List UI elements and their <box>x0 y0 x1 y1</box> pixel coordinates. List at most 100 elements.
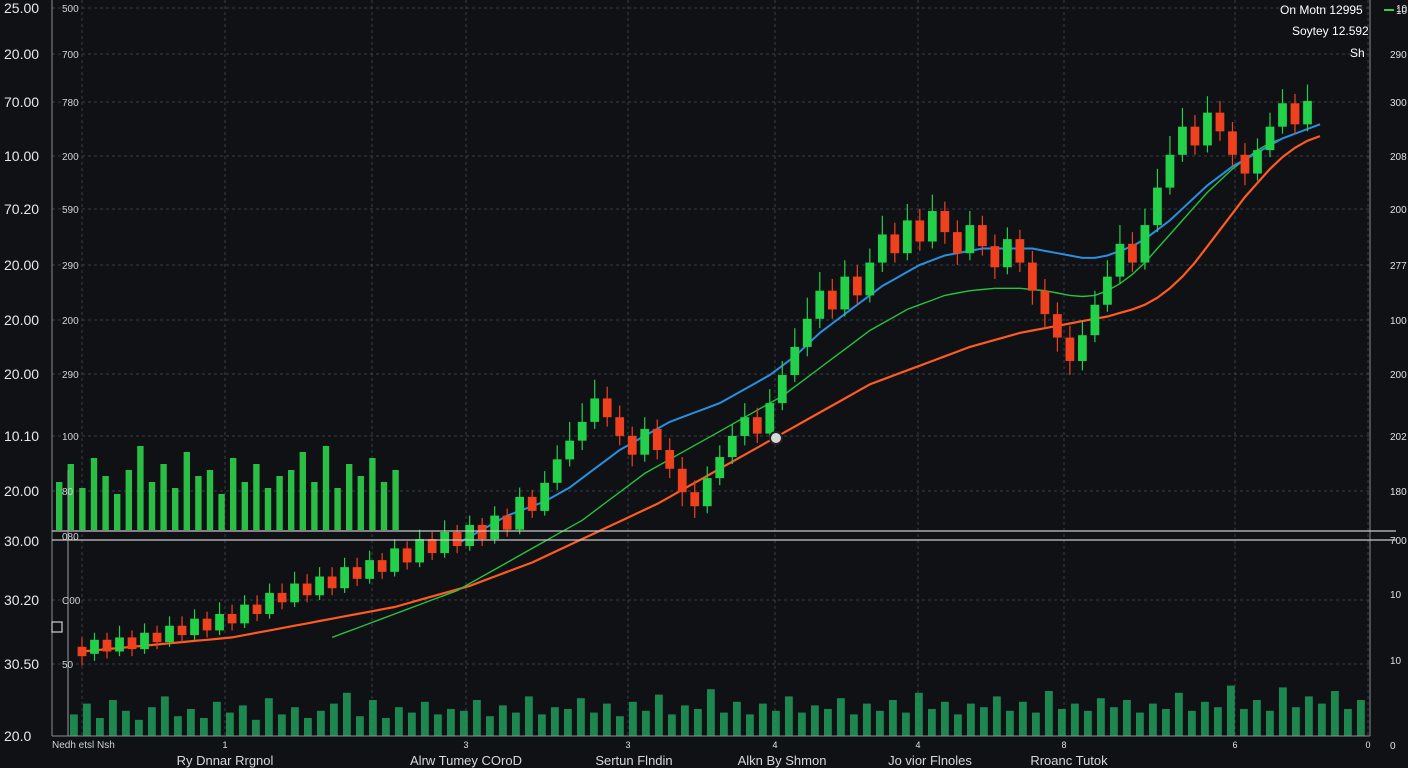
candle-body <box>1228 131 1237 155</box>
candlesticks <box>77 84 1312 666</box>
y-label-right: 300 <box>1390 98 1407 109</box>
candle-body <box>1015 239 1025 263</box>
volume-bar-upper <box>253 464 260 530</box>
volume-bar-lower <box>850 714 858 736</box>
volume-bar-lower <box>1097 698 1105 736</box>
x-category-label: Jo vior Flnoles <box>888 753 972 768</box>
volume-bar-upper <box>148 482 156 530</box>
candle-body <box>277 592 287 603</box>
candle-body <box>877 234 887 263</box>
candle-body <box>777 375 787 404</box>
volume-bar-lower <box>1006 710 1014 736</box>
candle-body <box>102 639 112 652</box>
ma-line-orange <box>81 135 1321 653</box>
volume-bar-lower <box>122 710 130 736</box>
volume-bar-lower <box>1123 700 1131 736</box>
x-tick-label: 4 <box>772 740 777 750</box>
volume-bar-lower <box>785 696 793 736</box>
volume-bar-upper <box>125 470 132 530</box>
y-label-inner: 80 <box>62 487 74 498</box>
candle-body <box>315 576 324 596</box>
volume-bar-lower <box>824 709 832 736</box>
volume-bar-lower <box>1149 703 1157 736</box>
volume-bar-lower <box>421 701 429 736</box>
header-line-2: Soytey 12.592 <box>1292 24 1369 38</box>
volume-bar-lower <box>1305 696 1313 736</box>
volume-bar-lower <box>707 689 715 736</box>
volume-bar-upper <box>264 488 272 530</box>
volume-bar-lower <box>252 719 260 736</box>
volume-bar-lower <box>148 707 156 736</box>
bottom-left-label: Nedh etsl Nsh <box>52 740 115 751</box>
volume-bar-lower <box>1266 710 1274 736</box>
candle-body <box>1053 314 1062 338</box>
candle-body <box>965 225 975 254</box>
volume-bar-lower <box>642 710 650 736</box>
volume-bar-lower <box>161 696 169 736</box>
x-tick-label: 8 <box>1061 740 1066 750</box>
volume-bar-upper <box>357 476 364 530</box>
volume-bar-lower <box>720 712 728 736</box>
y-label-right: 290 <box>1390 50 1407 61</box>
ma-line-green <box>331 123 1321 639</box>
volume-bar-lower <box>200 718 208 736</box>
candle-body <box>977 225 987 247</box>
volume-bar-upper <box>334 488 341 530</box>
volume-bar-lower <box>226 712 234 736</box>
y-label-inner: 500 <box>62 4 79 15</box>
candle-body <box>1103 276 1112 305</box>
y-label-outer: 30.00 <box>4 533 39 549</box>
y-label-outer: 20.0 <box>4 728 31 744</box>
volume-bar-lower <box>1175 692 1183 736</box>
candle-body <box>352 567 362 579</box>
candle-body <box>365 560 374 579</box>
volume-bar-upper <box>56 482 63 530</box>
candle-body <box>377 560 387 572</box>
candle-body <box>1215 112 1225 132</box>
y-label-inner: 290 <box>62 261 79 272</box>
volume-bar-lower <box>564 709 572 736</box>
candle-body <box>477 524 487 540</box>
volume-bar-upper <box>288 470 295 530</box>
volume-bar-lower <box>889 700 897 736</box>
candle-body <box>252 604 262 614</box>
volume-bar-lower <box>395 707 403 736</box>
y-label-outer: 30.50 <box>4 656 39 672</box>
candle-body <box>665 450 675 469</box>
candle-body <box>440 532 450 554</box>
candle-body <box>202 618 212 631</box>
candle-body <box>290 583 299 603</box>
y-label-inner: 290 <box>62 370 79 381</box>
volume-bar-lower <box>733 701 741 736</box>
candle-body <box>77 646 87 657</box>
volume-bar-lower <box>1071 703 1079 736</box>
candle-body <box>465 524 475 547</box>
volume-bar-lower <box>408 712 416 736</box>
candle-body <box>390 548 400 572</box>
y-label-right: 200 <box>1390 205 1407 216</box>
volume-bar-upper <box>346 464 353 530</box>
x-category-label: Ry Dnnar Rrgnol <box>177 753 274 768</box>
candle-body <box>640 428 650 455</box>
candle-body <box>1002 239 1012 268</box>
volume-bar-lower <box>1344 709 1352 736</box>
grid <box>52 0 1370 736</box>
volume-bar-lower <box>746 714 754 736</box>
volume-bar-lower <box>343 692 351 736</box>
volume-bar-upper <box>90 458 98 530</box>
volume-bar-lower <box>434 714 442 736</box>
candle-body <box>915 220 925 242</box>
candle-body <box>1190 126 1200 146</box>
candle-body <box>402 548 412 563</box>
y-label-inner: 080 <box>62 532 79 543</box>
y-label-inner: C00 <box>62 596 81 607</box>
y-label-outer: 20.00 <box>4 483 39 499</box>
candle-body <box>177 625 187 636</box>
x-category-label: Rroanc Tutok <box>1030 753 1108 768</box>
volume-bar-lower <box>941 701 949 736</box>
y-label-outer: 25.00 <box>4 0 39 16</box>
candle-body <box>565 440 575 460</box>
candle-body <box>165 625 174 643</box>
